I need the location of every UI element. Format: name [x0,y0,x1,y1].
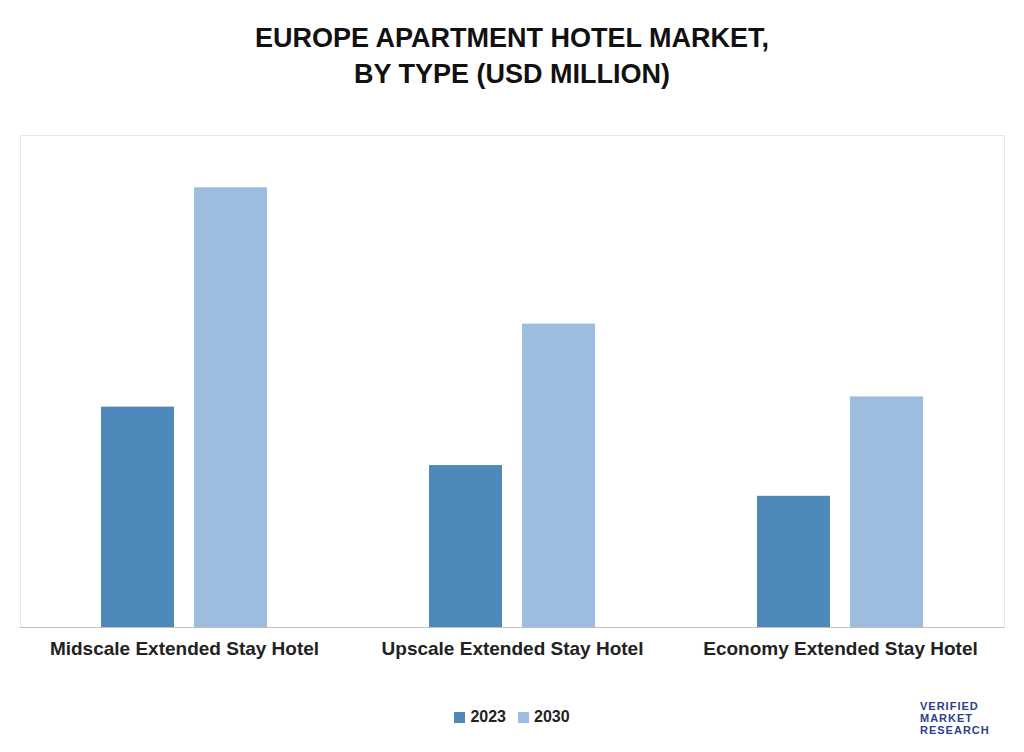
html-text:VERIFIED MARKET RESEARCH: VERIFIED MARKET RESEARCH [920,700,990,736]
html-text:EUROPE APARTMENT HOTEL MARKET,: EUROPE APARTMENT HOTEL MARKET, BY TYPE (… [255,23,769,89]
html-text:2030: 2030 [534,708,570,725]
svg-text:Upscale Extended Stay Hotel: Upscale Extended Stay Hotel [382,638,644,659]
svg-text:Economy Extended Stay Hotel: Economy Extended Stay Hotel [703,638,978,659]
svg-text:Midscale Extended Stay Hotel: Midscale Extended Stay Hotel [50,638,319,659]
html-text:2023: 2023 [470,708,506,725]
